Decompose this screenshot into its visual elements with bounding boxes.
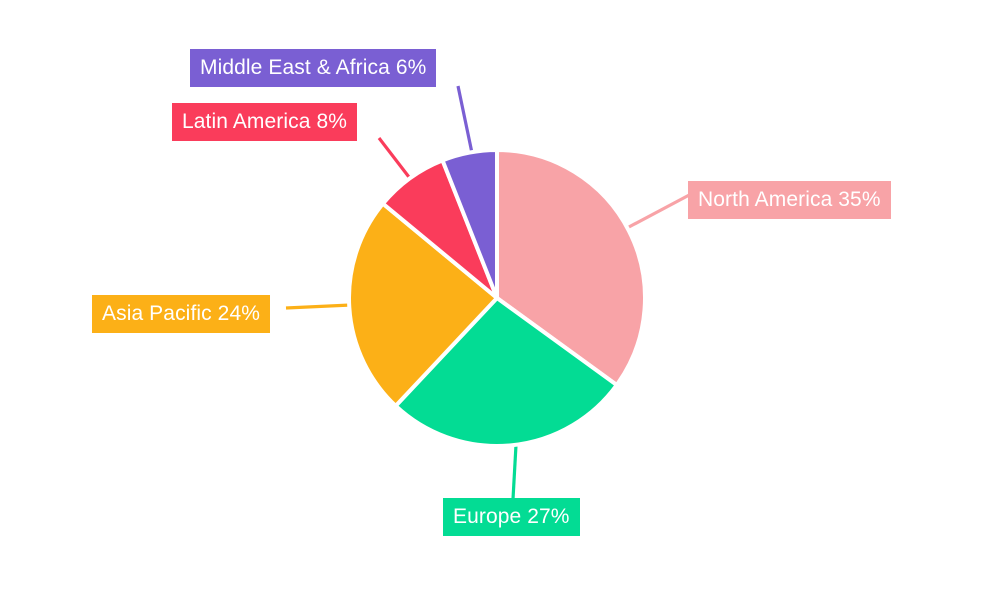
leader-lines xyxy=(285,85,694,500)
pie-slice-europe[interactable] xyxy=(392,295,620,448)
pie-label-north-america[interactable]: North America 35% xyxy=(688,181,891,219)
pie-slice-north-america[interactable] xyxy=(495,147,647,388)
pie-label-latin-america[interactable]: Latin America 8% xyxy=(172,103,358,141)
pie-label-europe[interactable]: Europe 27% xyxy=(443,498,580,536)
pie-slice-asia-pacific[interactable] xyxy=(347,200,500,409)
pie-slice-middle-east-africa[interactable] xyxy=(439,147,499,299)
leader-line-middle-east-africa xyxy=(456,85,474,154)
leader-line-north-america xyxy=(626,191,694,230)
pie-label-middle-east-africa[interactable]: Middle East & Africa 6% xyxy=(190,49,437,87)
pie-label-asia-pacific[interactable]: Asia Pacific 24% xyxy=(92,295,271,333)
pie-slices xyxy=(347,147,647,448)
leader-line-latin-america xyxy=(377,137,414,182)
leader-line-asia-pacific xyxy=(285,303,352,310)
leader-line-europe xyxy=(511,444,518,500)
